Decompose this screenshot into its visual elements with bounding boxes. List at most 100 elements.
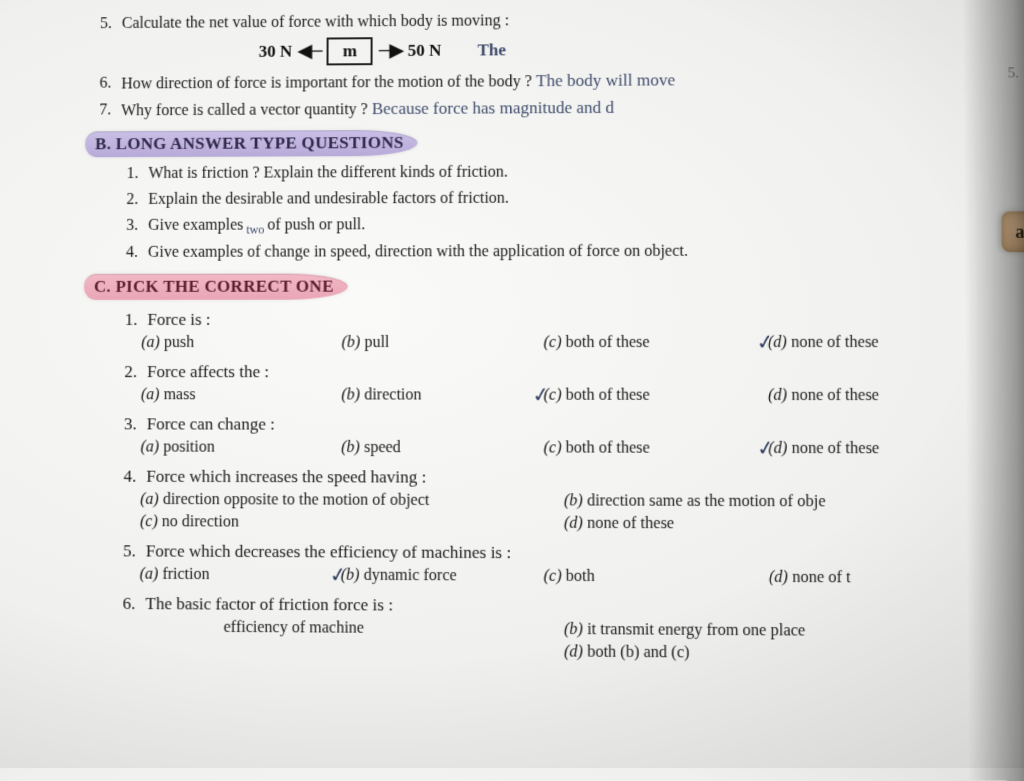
mcq-options: (a)push(b)pull(c)both of these(d)none of… xyxy=(141,333,1021,351)
option-value: none of t xyxy=(792,568,851,586)
option-value: it transmit energy from one place xyxy=(587,620,805,639)
section-b-heading: B. LONG ANSWER TYPE QUESTIONS xyxy=(85,128,1019,158)
option-value: mass xyxy=(163,386,195,403)
mcq-options: (a)position(b)speed(c)both of these(d)no… xyxy=(140,438,1022,458)
option-value: speed xyxy=(364,439,401,456)
mcq-option: (c)both of these xyxy=(544,439,769,458)
option-key: (b) xyxy=(342,334,361,351)
option-value: no direction xyxy=(162,513,239,530)
q6-print: How direction of force is important for … xyxy=(121,73,532,92)
mcq-question: 1. Force is : xyxy=(115,309,1021,330)
option-key: (a) xyxy=(140,565,159,582)
textbook-page: 5. Calculate the net value of force with… xyxy=(85,0,1024,664)
option-value: direction opposite to the motion of obje… xyxy=(163,491,430,509)
q-num: 5. xyxy=(90,13,112,35)
q-num: 2. xyxy=(116,189,138,211)
mcq-question: 3.Force can change : xyxy=(115,414,1022,436)
handwriting: Because force has magnitude and d xyxy=(372,97,614,117)
mcq-options: (a)direction opposite to the motion of o… xyxy=(140,490,1023,534)
mcq-option: (d)none of t xyxy=(769,568,976,588)
option-key: (b) xyxy=(341,438,360,455)
b-item-3: 3. Give examples two of push or pull. xyxy=(116,212,1020,238)
option-value: dynamic force xyxy=(364,566,457,584)
mcq-option: (d)both (b) and (c) xyxy=(564,643,997,664)
pill-purple: B. LONG ANSWER TYPE QUESTIONS xyxy=(85,130,418,157)
q-text: Force which increases the speed having : xyxy=(146,466,426,487)
option-key: (a) xyxy=(140,438,159,455)
mcq-option: (d)none of these xyxy=(768,333,974,351)
q-text: Force affects the : xyxy=(147,362,269,382)
option-value: both of these xyxy=(566,386,650,403)
option-value: position xyxy=(163,438,215,455)
b-item-4: 4. Give examples of change in speed, dir… xyxy=(116,240,1020,264)
question-6: 6. How direction of force is important f… xyxy=(90,67,1019,95)
q7-print: Why force is called a vector quantity ? xyxy=(121,101,368,119)
handwriting: The xyxy=(477,40,506,60)
thumb-tab: a. xyxy=(1001,211,1024,252)
question-7: 7. Why force is called a vector quantity… xyxy=(89,94,1019,122)
mcq-option: (c)no direction xyxy=(140,513,564,533)
mcq-option: (a)direction opposite to the motion of o… xyxy=(140,490,564,510)
q-text: How direction of force is important for … xyxy=(121,67,1019,95)
mcq-options: (a)mass(b)direction(c)both of these(d)no… xyxy=(141,386,1022,405)
mcq-option xyxy=(139,640,564,661)
q-text: What is friction ? Explain the different… xyxy=(148,160,1019,185)
arrow-left-icon: ◀─ xyxy=(298,41,321,62)
mcq-option: (c)both xyxy=(544,567,769,587)
option-key: (b) xyxy=(341,386,360,403)
left-force-label: 30 N xyxy=(259,41,293,61)
option-key: (c) xyxy=(544,333,562,350)
option-key: (c) xyxy=(140,513,158,530)
option-value: both of these xyxy=(566,333,650,350)
mcq-option: (b)pull xyxy=(341,333,543,351)
q-text: Why force is called a vector quantity ? … xyxy=(121,94,1019,122)
mcq-option: efficiency of machine xyxy=(139,618,564,639)
q-text: Force is : xyxy=(147,309,210,329)
option-key: (c) xyxy=(544,567,562,584)
mcq-question: 6. The basic factor of friction force is … xyxy=(113,593,1023,619)
option-value: none of these xyxy=(587,514,674,532)
q-num: 5. xyxy=(114,541,136,561)
option-key: (d) xyxy=(564,514,583,531)
q-num: 4. xyxy=(116,242,138,264)
option-key: (c) xyxy=(544,439,562,456)
option-key: (a) xyxy=(141,334,160,351)
option-key: (a) xyxy=(141,386,160,403)
q-num: 1. xyxy=(115,310,137,330)
q-num: 7. xyxy=(89,99,111,122)
q-text: The basic factor of friction force is : xyxy=(145,594,393,616)
option-value: both of these xyxy=(566,439,650,456)
mcq-question: 5.Force which decreases the efficiency o… xyxy=(114,541,1023,566)
caret-insert: two xyxy=(243,222,267,236)
q-num: 6. xyxy=(113,593,135,613)
question-5: 5. Calculate the net value of force with… xyxy=(90,7,1018,35)
mcq-question: 2.Force affects the : xyxy=(115,362,1021,383)
option-value: direction xyxy=(364,386,421,403)
option-key: (d) xyxy=(768,386,787,403)
section-b-list: 1. What is friction ? Explain the differ… xyxy=(116,160,1020,264)
mcq-option: (a)position xyxy=(140,438,341,457)
option-key: (a) xyxy=(140,490,159,507)
section-c-heading: C. PICK THE CORRECT ONE xyxy=(84,272,1021,299)
b-item-1: 1. What is friction ? Explain the differ… xyxy=(117,160,1020,185)
mcq-option: (d)none of these xyxy=(564,514,996,534)
option-key: (b) xyxy=(564,492,583,509)
mcq-option: (a)friction xyxy=(140,565,341,584)
mcq-option: (a)mass xyxy=(141,386,342,404)
option-value: efficiency of machine xyxy=(224,618,364,636)
q-num: 3. xyxy=(116,215,138,238)
option-value: none of these xyxy=(791,439,879,457)
mcq-options: efficiency of machine(b)it transmit ener… xyxy=(139,618,1024,665)
q-text: Give examples of change in speed, direct… xyxy=(148,240,1021,264)
mcq-option: (d)none of these xyxy=(768,386,974,405)
option-value: pull xyxy=(364,334,389,351)
force-diagram: 30 N ◀─ m ─▶ 50 N The xyxy=(259,32,1019,65)
q-num: 1. xyxy=(117,164,139,186)
option-key: (d) xyxy=(769,568,788,586)
right-force-label: 50 N xyxy=(408,40,442,60)
q-text: Calculate the net value of force with wh… xyxy=(122,7,1019,35)
mcq-options: (a)friction(b)dynamic force(c)both(d)non… xyxy=(140,565,1024,588)
mass-box: m xyxy=(327,37,373,65)
q-text: Explain the desirable and undesirable fa… xyxy=(148,186,1020,211)
tab-label: a. xyxy=(1015,221,1024,242)
